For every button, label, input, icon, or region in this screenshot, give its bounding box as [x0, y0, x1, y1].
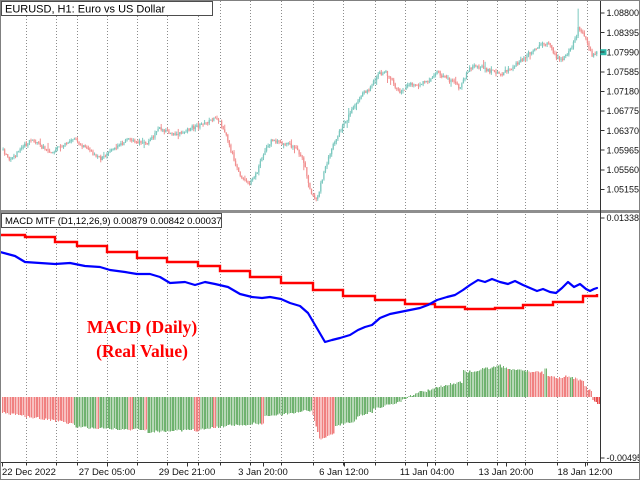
time-tick-label: 22 Dec 2022 — [2, 467, 56, 478]
time-tick-label: 6 Jan 12:00 — [319, 467, 369, 478]
price-tick-label: 1.06775 — [607, 106, 640, 116]
indicator-label-box: MACD MTF (D1,12,26,9) 0.00879 0.00842 0.… — [1, 213, 222, 228]
price-tick-label: 1.07585 — [607, 67, 640, 77]
pane-separator[interactable] — [0, 210, 640, 213]
macd-signal-line-daily — [0, 233, 599, 311]
price-tick-label: 1.05965 — [607, 145, 640, 155]
price-tick-label: 1.08800 — [607, 8, 640, 18]
time-tick-label: 13 Jan 20:00 — [479, 467, 534, 478]
macd-histogram — [2, 364, 600, 440]
time-tick-label: 29 Dec 21:00 — [159, 467, 216, 478]
time-tick-label: 27 Dec 05:00 — [79, 467, 136, 478]
indicator-chart-surface[interactable] — [1, 213, 600, 462]
annotation-macd-daily: MACD (Daily) — [87, 317, 197, 337]
price-axis[interactable]: 1.08800 1.08395 1.07990 1.07585 1.07180 1.067… — [600, 8, 640, 195]
price-tick-label: 1.05560 — [607, 165, 640, 175]
price-tick-label: 1.07180 — [607, 87, 640, 97]
annotation-real-value: (Real Value) — [96, 341, 188, 361]
symbol-label-box: EURUSD, H1: Euro vs US Dollar — [1, 1, 213, 16]
indicator-tick-label: 0.01338 — [607, 213, 640, 223]
price-tick-label: 1.05155 — [607, 185, 640, 195]
indicator-tick-label: -0.00495 — [607, 453, 640, 463]
symbol-label: EURUSD, H1: Euro vs US Dollar — [5, 4, 165, 16]
time-tick-label: 11 Jan 04:00 — [400, 467, 454, 478]
macd-main-line — [0, 250, 599, 344]
indicator-label: MACD MTF (D1,12,26,9) 0.00879 0.00842 0.… — [5, 216, 222, 227]
price-tick-label: 1.06370 — [607, 126, 640, 136]
indicator-axis[interactable]: 0.01338 -0.00495 — [600, 213, 640, 463]
time-tick-label: 3 Jan 20:00 — [238, 467, 288, 478]
price-tick-label: 1.07990 — [607, 47, 640, 57]
time-tick-label: 18 Jan 12:00 — [558, 467, 613, 478]
price-tick-label: 1.08395 — [607, 28, 640, 38]
candlestick-series — [2, 8, 598, 202]
time-axis[interactable]: 22 Dec 2022 27 Dec 05:00 29 Dec 21:00 3 Jan… — [2, 463, 612, 478]
price-chart-surface[interactable] — [1, 1, 600, 210]
